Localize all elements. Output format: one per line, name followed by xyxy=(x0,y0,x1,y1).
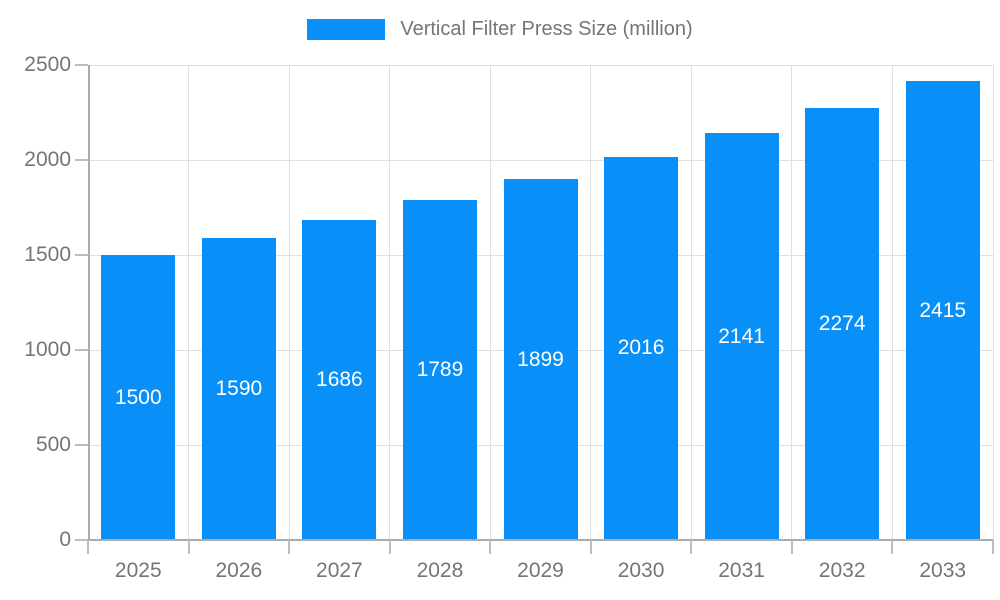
gridline-vertical xyxy=(288,65,290,540)
y-axis-tick xyxy=(75,159,88,161)
x-axis-tick xyxy=(891,540,894,554)
bar[interactable]: 2141 xyxy=(704,133,779,540)
x-axis-tick xyxy=(992,540,994,554)
y-axis-tick xyxy=(75,254,88,256)
y-axis-tick xyxy=(75,539,88,541)
gridline-vertical xyxy=(389,65,391,540)
legend-swatch xyxy=(307,19,386,40)
bar-value-label: 2016 xyxy=(617,336,665,360)
x-axis-label: 2030 xyxy=(617,559,665,582)
x-axis-label: 2025 xyxy=(114,559,162,582)
x-axis-tick xyxy=(489,540,492,554)
gridline-vertical xyxy=(791,65,793,540)
x-axis-line xyxy=(88,539,993,541)
x-axis-tick xyxy=(790,540,793,554)
x-axis-tick xyxy=(388,540,391,554)
bar-value-label: 1899 xyxy=(517,347,564,371)
bar[interactable]: 1789 xyxy=(402,200,477,540)
x-axis-tick xyxy=(288,540,291,554)
y-axis-tick xyxy=(75,64,88,66)
y-axis-tick xyxy=(75,444,88,446)
x-axis-label: 2027 xyxy=(316,559,363,582)
gridline-horizontal xyxy=(88,160,993,161)
x-axis-tick xyxy=(87,540,89,554)
bar[interactable]: 1590 xyxy=(201,237,276,540)
bar-value-label: 1500 xyxy=(114,385,162,409)
gridline-vertical xyxy=(690,65,692,540)
legend[interactable]: Vertical Filter Press Size (million) xyxy=(0,18,1000,41)
x-axis-label: 2032 xyxy=(818,559,866,582)
bar-value-label: 1789 xyxy=(416,358,464,382)
x-axis-tick xyxy=(690,540,693,554)
bar[interactable]: 1686 xyxy=(302,219,377,540)
bar[interactable]: 1899 xyxy=(503,179,578,540)
gridline-vertical xyxy=(992,65,994,540)
y-axis-label: 2500 xyxy=(24,53,71,76)
gridline-vertical xyxy=(590,65,592,540)
gridline-vertical xyxy=(891,65,893,540)
gridline-vertical xyxy=(489,65,491,540)
gridline-vertical xyxy=(188,65,190,540)
y-axis-label: 1000 xyxy=(24,338,71,361)
gridline-horizontal xyxy=(88,65,993,66)
y-axis-tick xyxy=(75,349,88,351)
y-axis-line xyxy=(88,65,90,540)
bar[interactable]: 2016 xyxy=(604,156,679,540)
bar-value-label: 2415 xyxy=(919,298,967,322)
x-axis-label: 2033 xyxy=(919,559,967,582)
x-axis-label: 2029 xyxy=(517,559,564,582)
bar[interactable]: 2274 xyxy=(805,107,880,540)
bar[interactable]: 1500 xyxy=(101,255,176,540)
y-axis-label: 0 xyxy=(59,528,71,551)
bar-value-label: 1686 xyxy=(316,367,363,391)
y-axis-label: 1500 xyxy=(24,243,71,266)
x-axis-tick xyxy=(187,540,190,554)
legend-label: Vertical Filter Press Size (million) xyxy=(400,18,693,40)
bar[interactable]: 2415 xyxy=(905,81,980,540)
y-axis-label: 2000 xyxy=(24,148,71,171)
bar-value-label: 1590 xyxy=(215,376,263,400)
y-axis-label: 500 xyxy=(35,433,71,456)
plot-area: 0 500 1000 1500 2000 2500 1500 2025 1590 2026 1686… xyxy=(24,53,994,582)
bar-value-label: 2274 xyxy=(818,311,866,335)
x-axis-label: 2026 xyxy=(215,559,263,582)
x-axis-tick xyxy=(589,540,592,554)
x-axis-label: 2031 xyxy=(718,559,765,582)
bar-value-label: 2141 xyxy=(718,324,765,348)
x-axis-label: 2028 xyxy=(416,559,464,582)
